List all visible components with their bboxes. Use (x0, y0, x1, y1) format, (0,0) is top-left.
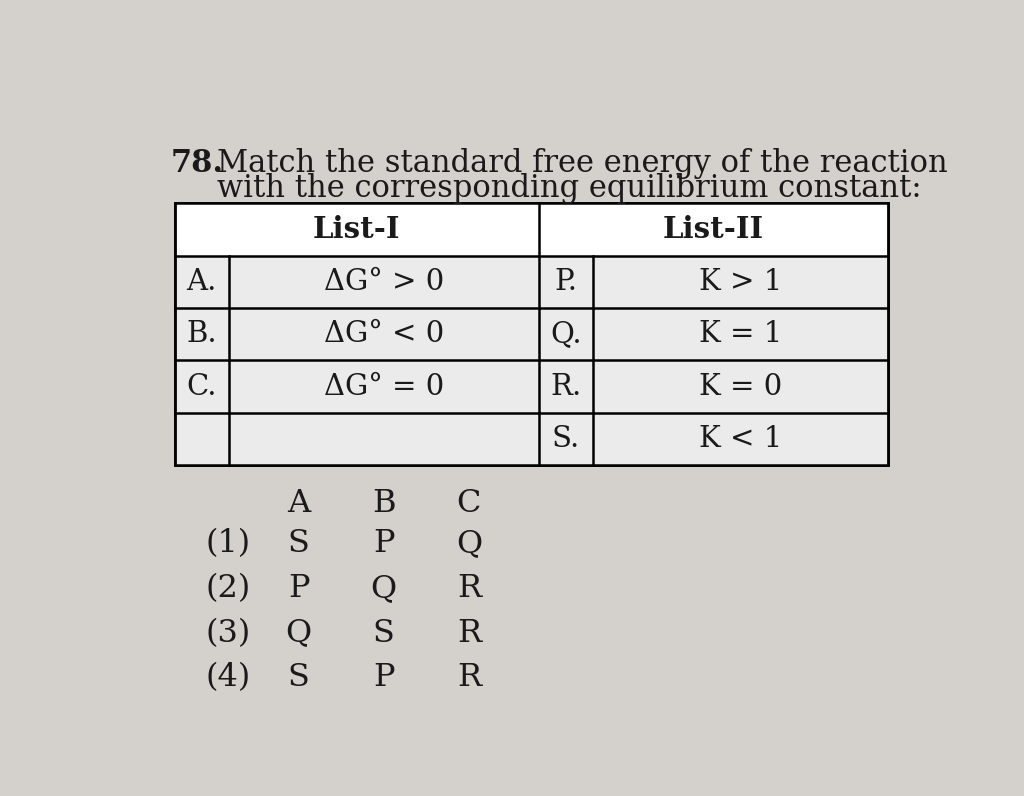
Text: A: A (287, 488, 310, 519)
Bar (174, 203, 888, 256)
Text: R: R (457, 662, 481, 693)
Text: A.: A. (186, 268, 217, 296)
Text: K > 1: K > 1 (698, 268, 782, 296)
Text: Match the standard free energy of the reaction: Match the standard free energy of the re… (217, 148, 948, 179)
Text: ΔG° = 0: ΔG° = 0 (324, 373, 443, 400)
Text: 78.: 78. (171, 148, 223, 179)
Text: List-I: List-I (313, 215, 400, 244)
Text: Q: Q (371, 573, 397, 604)
Text: ΔG° > 0: ΔG° > 0 (324, 268, 443, 296)
Text: P: P (373, 529, 394, 560)
Text: C.: C. (186, 373, 217, 400)
Text: S: S (373, 618, 394, 649)
Text: R: R (457, 573, 481, 604)
Text: K = 1: K = 1 (698, 320, 782, 348)
Text: List-II: List-II (663, 215, 764, 244)
Text: (3): (3) (206, 618, 251, 649)
Text: with the corresponding equilibrium constant:: with the corresponding equilibrium const… (217, 173, 922, 204)
Text: P.: P. (554, 268, 578, 296)
Bar (174, 361, 888, 413)
Text: R: R (457, 618, 481, 649)
Text: B: B (372, 488, 395, 519)
Text: C: C (457, 488, 481, 519)
Text: S: S (288, 662, 309, 693)
Bar (174, 203, 888, 465)
Text: P: P (373, 662, 394, 693)
Text: Q.: Q. (550, 320, 582, 348)
Text: S.: S. (552, 425, 580, 453)
Text: ΔG° < 0: ΔG° < 0 (324, 320, 443, 348)
Bar (174, 256, 888, 308)
Text: R.: R. (550, 373, 582, 400)
Text: B.: B. (186, 320, 217, 348)
Text: (4): (4) (206, 662, 251, 693)
Text: P: P (288, 573, 309, 604)
Bar (174, 413, 888, 465)
Text: K = 0: K = 0 (698, 373, 782, 400)
Text: K < 1: K < 1 (698, 425, 782, 453)
Text: Q: Q (286, 618, 311, 649)
Text: S: S (288, 529, 309, 560)
Bar (174, 308, 888, 361)
Text: Q: Q (456, 529, 482, 560)
Text: (2): (2) (206, 573, 251, 604)
Text: (1): (1) (206, 529, 251, 560)
